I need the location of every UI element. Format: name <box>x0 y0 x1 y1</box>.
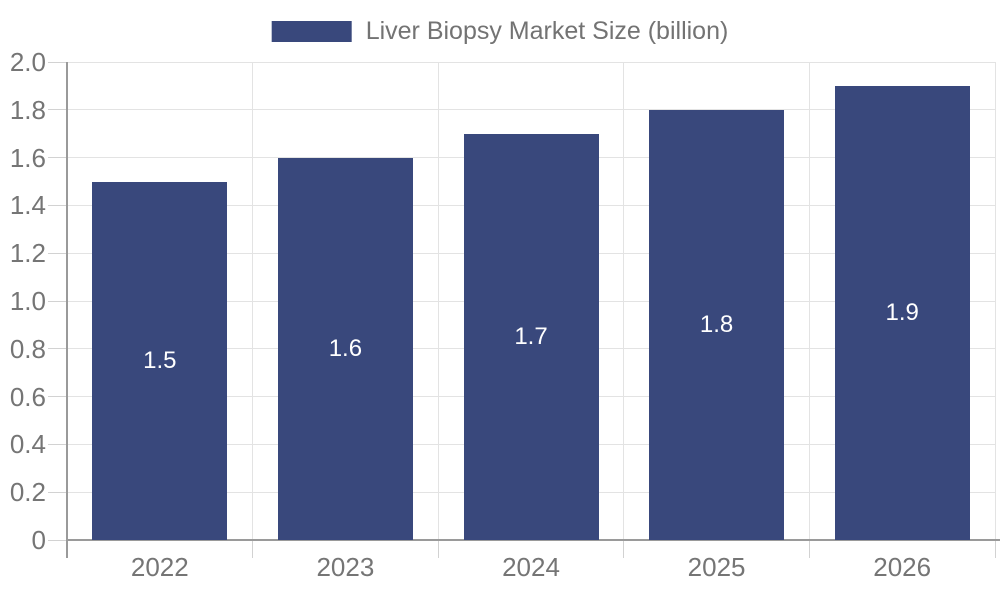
x-tick <box>808 540 810 558</box>
y-tick <box>48 252 67 254</box>
bar-value-label: 1.6 <box>328 334 363 362</box>
y-tick-label: 0.2 <box>9 477 46 508</box>
bar-value-label: 1.7 <box>514 322 548 350</box>
x-axis-line <box>67 539 1000 541</box>
x-gridline <box>437 62 439 540</box>
x-gridline <box>994 62 996 540</box>
y-axis-line <box>66 62 68 558</box>
y-tick-label: 0.6 <box>9 381 46 412</box>
bar-value-label: 1.8 <box>699 310 734 338</box>
x-tick <box>252 540 254 558</box>
x-gridline <box>252 62 254 540</box>
x-tick-label: 2023 <box>316 552 375 582</box>
y-tick <box>48 109 67 111</box>
y-tick <box>48 491 67 493</box>
y-gridline <box>67 109 995 111</box>
y-tick <box>48 157 67 159</box>
y-tick-label: 1.2 <box>9 238 46 269</box>
y-tick <box>48 348 67 350</box>
y-tick <box>48 204 67 206</box>
chart-legend[interactable]: Liver Biopsy Market Size (billion) <box>271 17 729 45</box>
bar: 1.9 <box>834 85 970 540</box>
y-tick <box>48 396 67 398</box>
legend-swatch <box>271 20 352 42</box>
y-tick <box>48 539 67 541</box>
x-tick <box>623 540 625 558</box>
x-tick <box>994 540 996 558</box>
y-tick <box>48 300 67 302</box>
y-tick <box>48 61 67 63</box>
bar: 1.6 <box>277 157 413 540</box>
bar-value-label: 1.5 <box>143 346 177 374</box>
y-gridline <box>67 61 995 63</box>
y-tick-label: 0.4 <box>9 429 46 460</box>
y-tick-label: 1.4 <box>9 190 46 221</box>
x-tick-label: 2024 <box>502 552 560 582</box>
y-tick-label: 1.0 <box>9 286 46 316</box>
y-tick <box>48 443 67 445</box>
bar: 1.5 <box>92 181 228 540</box>
x-tick-label: 2026 <box>873 552 932 582</box>
x-gridline <box>623 62 625 540</box>
bar-value-label: 1.9 <box>885 298 919 326</box>
y-tick-label: 1.6 <box>9 142 46 173</box>
bar: 1.7 <box>463 133 599 540</box>
x-gridline <box>808 62 810 540</box>
y-tick-label: 0 <box>31 525 46 555</box>
y-tick-label: 2.0 <box>9 47 46 77</box>
legend-label: Liver Biopsy Market Size (billion) <box>365 17 729 45</box>
bar: 1.8 <box>649 109 785 540</box>
y-tick-label: 1.8 <box>9 94 46 125</box>
x-tick-label: 2022 <box>130 552 189 582</box>
x-tick <box>437 540 439 558</box>
y-tick-label: 0.8 <box>9 333 46 364</box>
x-tick-label: 2025 <box>687 552 746 582</box>
